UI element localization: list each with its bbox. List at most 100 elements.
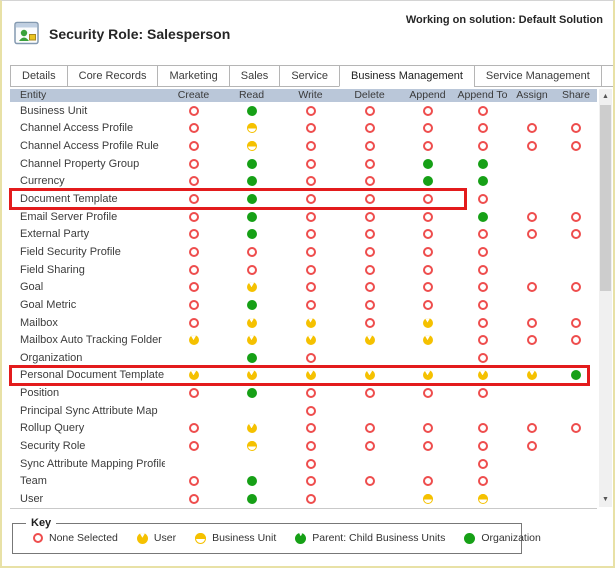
access-level-dot-none[interactable] — [364, 211, 375, 222]
access-level-dot-none[interactable] — [422, 246, 433, 257]
access-level-dot-org[interactable] — [477, 158, 488, 169]
access-level-dot-none[interactable] — [527, 229, 537, 240]
access-level-dot-none[interactable] — [305, 476, 316, 487]
access-level-dot-none[interactable] — [477, 317, 488, 328]
access-level-dot-none[interactable] — [527, 123, 537, 134]
tab-details[interactable]: Details — [10, 65, 68, 87]
access-level-dot-none[interactable] — [188, 388, 199, 399]
access-level-dot-none[interactable] — [305, 194, 316, 205]
access-level-dot-none[interactable] — [422, 105, 433, 116]
access-level-dot-bu[interactable] — [246, 123, 257, 134]
access-level-dot-none[interactable] — [422, 440, 433, 451]
access-level-dot-user[interactable] — [422, 317, 433, 328]
access-level-dot-none[interactable] — [527, 317, 537, 328]
access-level-dot-none[interactable] — [364, 123, 375, 134]
access-level-dot-org[interactable] — [422, 158, 433, 169]
access-level-dot-none[interactable] — [571, 229, 581, 240]
access-level-dot-none[interactable] — [527, 282, 537, 293]
access-level-dot-none[interactable] — [364, 264, 375, 275]
access-level-dot-none[interactable] — [305, 299, 316, 310]
access-level-dot-none[interactable] — [305, 229, 316, 240]
access-level-dot-org[interactable] — [246, 229, 257, 240]
access-level-dot-none[interactable] — [477, 105, 488, 116]
access-level-dot-none[interactable] — [246, 264, 257, 275]
access-level-dot-none[interactable] — [364, 299, 375, 310]
access-level-dot-none[interactable] — [477, 282, 488, 293]
access-level-dot-none[interactable] — [364, 158, 375, 169]
access-level-dot-none[interactable] — [364, 476, 375, 487]
access-level-dot-user[interactable] — [188, 335, 199, 346]
access-level-dot-bu[interactable] — [246, 440, 257, 451]
access-level-dot-org[interactable] — [571, 370, 581, 381]
access-level-dot-bu[interactable] — [246, 141, 257, 152]
scrollbar-thumb[interactable] — [600, 105, 611, 291]
access-level-dot-none[interactable] — [477, 123, 488, 134]
access-level-dot-none[interactable] — [188, 299, 199, 310]
tab-service-management[interactable]: Service Management — [473, 65, 602, 87]
access-level-dot-org[interactable] — [477, 176, 488, 187]
access-level-dot-none[interactable] — [571, 282, 581, 293]
access-level-dot-none[interactable] — [305, 141, 316, 152]
access-level-dot-none[interactable] — [246, 246, 257, 257]
access-level-dot-user[interactable] — [246, 335, 257, 346]
access-level-dot-none[interactable] — [305, 423, 316, 434]
access-level-dot-user[interactable] — [246, 282, 257, 293]
access-level-dot-none[interactable] — [188, 105, 199, 116]
access-level-dot-none[interactable] — [477, 264, 488, 275]
access-level-dot-org[interactable] — [246, 158, 257, 169]
access-level-dot-none[interactable] — [305, 264, 316, 275]
access-level-dot-bu[interactable] — [422, 493, 433, 504]
access-level-dot-none[interactable] — [571, 335, 581, 346]
access-level-dot-bu[interactable] — [477, 493, 488, 504]
access-level-dot-none[interactable] — [477, 194, 488, 205]
access-level-dot-none[interactable] — [305, 105, 316, 116]
access-level-dot-org[interactable] — [246, 105, 257, 116]
access-level-dot-none[interactable] — [477, 246, 488, 257]
access-level-dot-none[interactable] — [188, 493, 199, 504]
access-level-dot-none[interactable] — [571, 211, 581, 222]
access-level-dot-none[interactable] — [477, 299, 488, 310]
access-level-dot-none[interactable] — [188, 141, 199, 152]
access-level-dot-none[interactable] — [527, 440, 537, 451]
access-level-dot-user[interactable] — [422, 335, 433, 346]
scroll-down-arrow-icon[interactable]: ▼ — [599, 492, 612, 507]
access-level-dot-none[interactable] — [305, 246, 316, 257]
tab-service[interactable]: Service — [279, 65, 340, 87]
access-level-dot-none[interactable] — [364, 246, 375, 257]
access-level-dot-none[interactable] — [422, 211, 433, 222]
access-level-dot-none[interactable] — [422, 476, 433, 487]
access-level-dot-none[interactable] — [477, 335, 488, 346]
access-level-dot-user[interactable] — [364, 335, 375, 346]
access-level-dot-none[interactable] — [305, 158, 316, 169]
access-level-dot-none[interactable] — [571, 123, 581, 134]
access-level-dot-none[interactable] — [422, 194, 433, 205]
access-level-dot-none[interactable] — [305, 123, 316, 134]
tab-marketing[interactable]: Marketing — [157, 65, 230, 87]
access-level-dot-org[interactable] — [246, 211, 257, 222]
access-level-dot-none[interactable] — [305, 405, 316, 416]
access-level-dot-user[interactable] — [188, 370, 199, 381]
access-level-dot-user[interactable] — [305, 317, 316, 328]
access-level-dot-none[interactable] — [571, 317, 581, 328]
access-level-dot-none[interactable] — [477, 352, 488, 363]
access-level-dot-none[interactable] — [305, 493, 316, 504]
access-level-dot-none[interactable] — [305, 440, 316, 451]
access-level-dot-org[interactable] — [246, 388, 257, 399]
tab-core-records[interactable]: Core Records — [66, 65, 159, 87]
access-level-dot-none[interactable] — [527, 335, 537, 346]
tab-customization[interactable]: Customization — [600, 65, 613, 87]
access-level-dot-none[interactable] — [305, 352, 316, 363]
access-level-dot-none[interactable] — [188, 176, 199, 187]
access-level-dot-none[interactable] — [422, 423, 433, 434]
access-level-dot-none[interactable] — [571, 423, 581, 434]
access-level-dot-org[interactable] — [246, 299, 257, 310]
access-level-dot-none[interactable] — [188, 440, 199, 451]
access-level-dot-none[interactable] — [477, 229, 488, 240]
access-level-dot-none[interactable] — [188, 229, 199, 240]
access-level-dot-user[interactable] — [305, 335, 316, 346]
access-level-dot-none[interactable] — [188, 264, 199, 275]
access-level-dot-none[interactable] — [364, 440, 375, 451]
access-level-dot-none[interactable] — [188, 423, 199, 434]
access-level-dot-none[interactable] — [422, 264, 433, 275]
access-level-dot-none[interactable] — [188, 246, 199, 257]
